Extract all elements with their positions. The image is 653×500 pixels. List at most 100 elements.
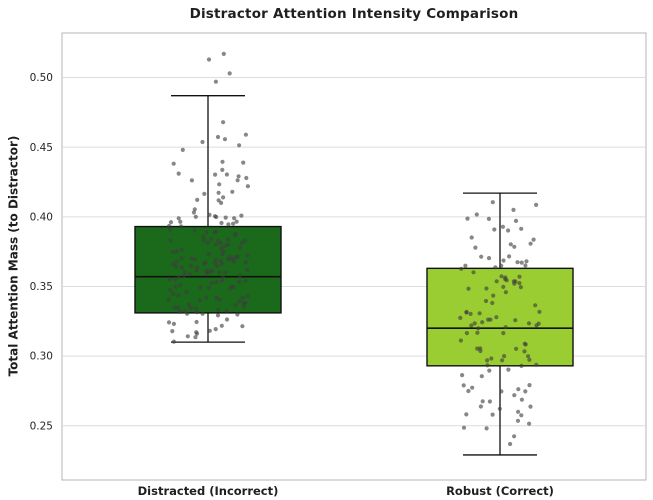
data-point xyxy=(238,245,243,250)
data-point xyxy=(501,331,506,336)
data-point xyxy=(464,412,469,417)
data-point xyxy=(192,257,197,262)
data-point xyxy=(464,331,469,336)
data-point xyxy=(185,334,190,339)
data-point xyxy=(461,425,467,430)
data-point xyxy=(242,238,247,243)
data-point xyxy=(231,256,236,261)
data-point xyxy=(201,234,206,239)
data-point xyxy=(224,317,230,322)
data-point xyxy=(182,273,187,278)
data-point xyxy=(516,387,521,392)
data-point-outlier xyxy=(213,79,218,84)
data-point xyxy=(215,134,221,140)
data-point xyxy=(512,393,517,398)
data-point xyxy=(500,224,505,229)
data-point xyxy=(189,264,194,269)
data-point xyxy=(527,357,532,362)
data-point xyxy=(210,280,215,285)
data-point xyxy=(477,311,482,316)
data-point xyxy=(180,147,185,152)
data-point xyxy=(171,161,176,166)
data-point xyxy=(508,242,513,247)
data-point xyxy=(490,300,495,306)
data-point xyxy=(233,231,238,236)
data-point xyxy=(171,321,176,326)
data-point xyxy=(231,221,236,226)
data-point xyxy=(518,285,524,290)
data-point xyxy=(192,207,197,212)
data-point xyxy=(176,171,181,176)
data-point xyxy=(225,257,230,262)
data-point xyxy=(512,244,517,249)
data-point xyxy=(173,276,178,282)
data-point xyxy=(243,132,248,137)
x-category-label: Robust (Correct) xyxy=(446,484,554,498)
data-point xyxy=(209,237,214,242)
data-point xyxy=(168,227,173,232)
data-point xyxy=(241,160,246,165)
data-point xyxy=(536,321,541,326)
data-point xyxy=(194,319,199,325)
data-point xyxy=(487,399,492,404)
data-point xyxy=(501,284,506,289)
data-point xyxy=(240,324,245,329)
data-point xyxy=(195,197,200,202)
data-point xyxy=(216,190,221,195)
data-point xyxy=(191,210,196,215)
data-point-outlier xyxy=(227,71,232,76)
data-point xyxy=(523,263,528,268)
data-point xyxy=(484,426,489,431)
data-point xyxy=(207,328,212,333)
data-point xyxy=(494,279,499,284)
data-point xyxy=(178,224,184,229)
data-point xyxy=(204,230,209,235)
data-point xyxy=(195,265,200,270)
data-point xyxy=(212,261,217,266)
data-point xyxy=(527,421,532,426)
data-point xyxy=(219,323,224,328)
data-point xyxy=(176,216,181,221)
data-point xyxy=(459,266,464,271)
data-point xyxy=(174,249,179,254)
data-point xyxy=(519,226,524,231)
data-point xyxy=(218,241,223,246)
data-point xyxy=(178,283,183,288)
data-point xyxy=(480,399,485,404)
data-point xyxy=(172,305,177,310)
iqr-box xyxy=(426,267,574,367)
data-point xyxy=(243,300,248,305)
data-point xyxy=(519,363,524,368)
data-point xyxy=(173,284,178,289)
data-point xyxy=(193,306,198,311)
data-point xyxy=(220,251,225,257)
data-point xyxy=(519,397,525,402)
data-point xyxy=(524,259,529,264)
data-point xyxy=(513,218,519,223)
data-point-outlier xyxy=(221,51,226,57)
data-point xyxy=(485,363,490,368)
data-point xyxy=(179,256,184,261)
data-point xyxy=(212,230,217,235)
y-tick-label: 0.40 xyxy=(30,211,53,223)
data-point xyxy=(239,240,245,245)
data-point xyxy=(517,274,522,279)
data-point xyxy=(243,260,248,265)
data-point xyxy=(513,279,518,284)
data-point xyxy=(166,297,171,302)
data-point xyxy=(171,262,176,267)
data-point xyxy=(516,409,521,414)
data-point xyxy=(497,406,502,411)
data-point xyxy=(197,298,202,303)
data-point xyxy=(515,418,521,423)
data-point xyxy=(458,315,463,320)
data-point xyxy=(502,354,507,359)
data-point xyxy=(490,200,495,205)
data-point xyxy=(166,320,172,325)
data-point xyxy=(526,321,532,326)
data-point xyxy=(221,120,226,125)
data-point xyxy=(243,278,248,283)
data-point xyxy=(187,272,193,277)
data-point xyxy=(519,260,524,265)
data-point xyxy=(215,263,220,269)
